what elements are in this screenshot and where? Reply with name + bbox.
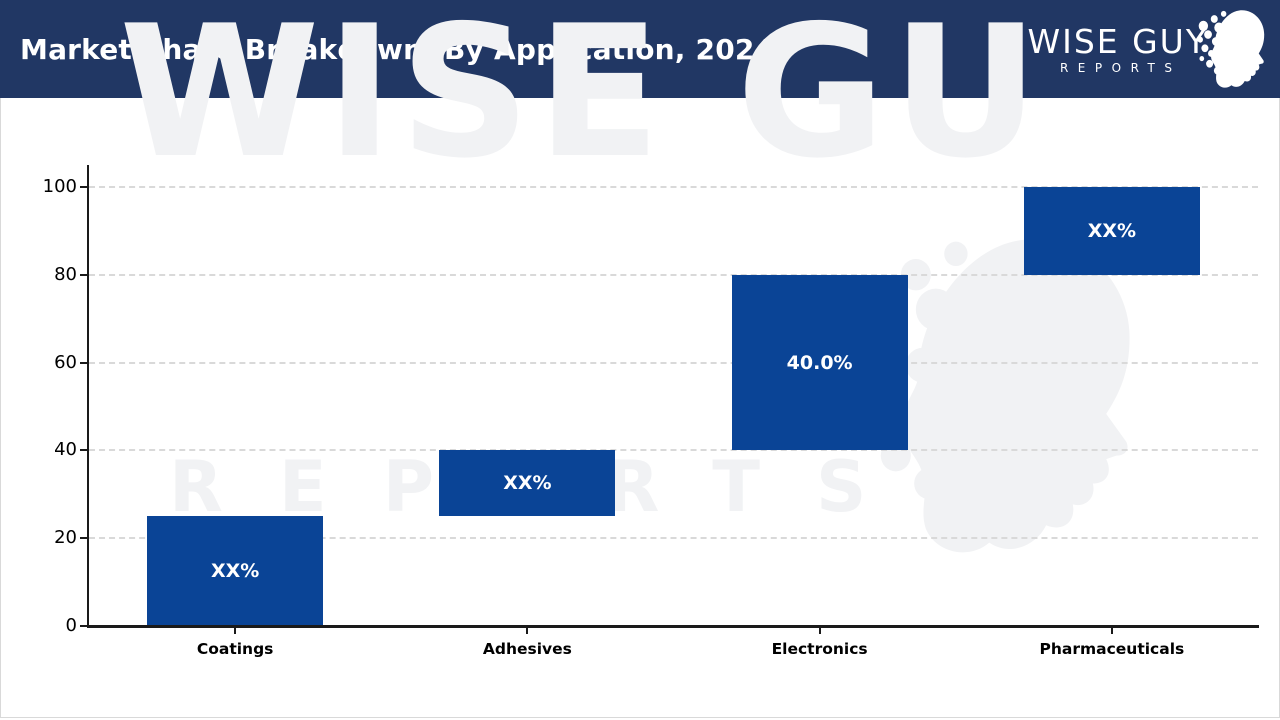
y-axis-tick xyxy=(80,273,88,276)
x-axis-tick xyxy=(1110,626,1113,634)
y-tick-label: 100 xyxy=(42,176,77,197)
x-category-label: Electronics xyxy=(771,640,868,658)
wiseguy-logo: WISE GUY REPORTS xyxy=(1027,4,1272,96)
bar-electronics: 40.0% xyxy=(731,274,908,451)
gridline xyxy=(89,537,1258,540)
y-axis-tick xyxy=(80,186,88,188)
gridline xyxy=(89,449,1258,452)
y-tick-label: 80 xyxy=(54,263,77,285)
wiseguy-face-icon xyxy=(1197,10,1265,88)
x-axis-tick xyxy=(526,626,529,634)
x-category-label: Pharmaceuticals xyxy=(1039,640,1185,658)
logo-wordmark: WISE GUY xyxy=(1027,21,1208,61)
y-axis-tick xyxy=(80,449,88,452)
y-axis xyxy=(87,165,89,627)
y-axis-tick xyxy=(80,537,88,540)
y-tick-label: 40 xyxy=(54,439,77,461)
logo-text: WISE GUY REPORTS xyxy=(1027,21,1208,76)
x-axis-tick xyxy=(234,626,237,634)
bar-value-label: XX% xyxy=(210,560,260,583)
x-axis xyxy=(87,625,1259,628)
bar-coatings: XX% xyxy=(147,516,324,626)
x-category-label: Coatings xyxy=(196,640,274,658)
x-category-label: Adhesives xyxy=(482,640,572,658)
gridline xyxy=(89,361,1258,364)
page-header: Market Share Breakdown, By Application, … xyxy=(0,0,1280,98)
gridline xyxy=(89,273,1258,276)
y-tick-label: 20 xyxy=(54,527,77,549)
x-axis-tick xyxy=(818,626,821,634)
bar-value-label: XX% xyxy=(503,472,552,495)
bar-pharmaceuticals: XX% xyxy=(1023,187,1200,275)
bar-value-label: XX% xyxy=(1087,219,1137,242)
bar-value-label: 40.0% xyxy=(786,351,853,374)
logo-subtitle: REPORTS xyxy=(1059,61,1182,76)
y-tick-label: 60 xyxy=(54,351,77,373)
y-axis-tick xyxy=(80,361,88,364)
page-title: Market Share Breakdown, By Application, … xyxy=(20,32,775,66)
gridline xyxy=(89,186,1258,188)
watermark-wordmark: WISE GU xyxy=(119,0,1046,198)
bar-adhesives: XX% xyxy=(439,450,616,517)
y-axis-tick xyxy=(80,625,88,627)
y-tick-label: 0 xyxy=(65,615,77,636)
